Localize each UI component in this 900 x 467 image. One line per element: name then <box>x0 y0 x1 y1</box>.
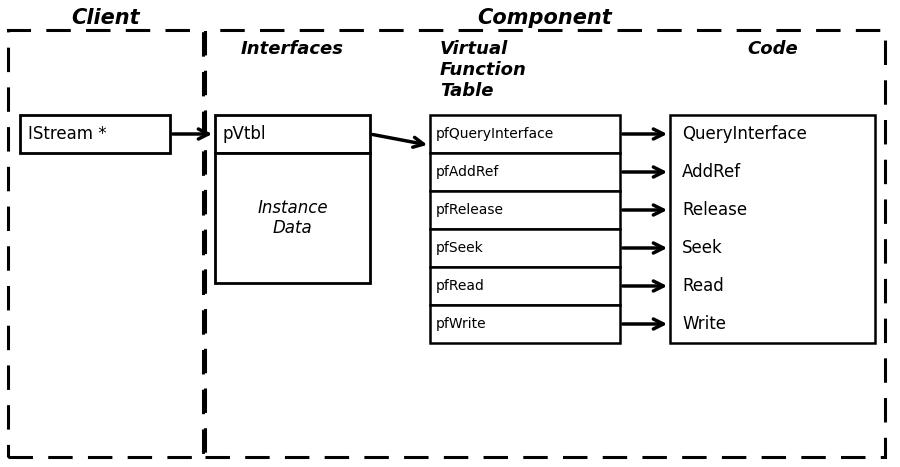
Text: Interfaces: Interfaces <box>241 40 344 58</box>
Bar <box>215 153 370 283</box>
Bar <box>430 229 620 267</box>
Bar <box>430 191 620 229</box>
Text: Component: Component <box>478 8 612 28</box>
Text: pfSeek: pfSeek <box>436 241 484 255</box>
Text: pfQueryInterface: pfQueryInterface <box>436 127 554 141</box>
Text: pfAddRef: pfAddRef <box>436 165 500 179</box>
Text: pfWrite: pfWrite <box>436 317 487 331</box>
Bar <box>670 115 875 343</box>
Text: Write: Write <box>682 315 726 333</box>
Text: Code: Code <box>747 40 798 58</box>
Text: pfRelease: pfRelease <box>436 203 504 217</box>
Text: Instance
Data: Instance Data <box>257 198 328 237</box>
Text: Virtual
Function
Table: Virtual Function Table <box>440 40 526 99</box>
Text: QueryInterface: QueryInterface <box>682 125 807 143</box>
Bar <box>8 30 203 457</box>
Bar <box>430 267 620 305</box>
Text: pVtbl: pVtbl <box>223 125 266 143</box>
Text: IStream *: IStream * <box>28 125 106 143</box>
Bar <box>215 115 370 153</box>
Text: Release: Release <box>682 201 747 219</box>
Bar <box>205 30 885 457</box>
Text: AddRef: AddRef <box>682 163 741 181</box>
Text: Client: Client <box>71 8 140 28</box>
Bar <box>430 153 620 191</box>
Text: Read: Read <box>682 277 724 295</box>
Text: Seek: Seek <box>682 239 723 257</box>
Bar <box>430 305 620 343</box>
Bar <box>430 115 620 153</box>
Bar <box>20 115 170 153</box>
Text: pfRead: pfRead <box>436 279 485 293</box>
